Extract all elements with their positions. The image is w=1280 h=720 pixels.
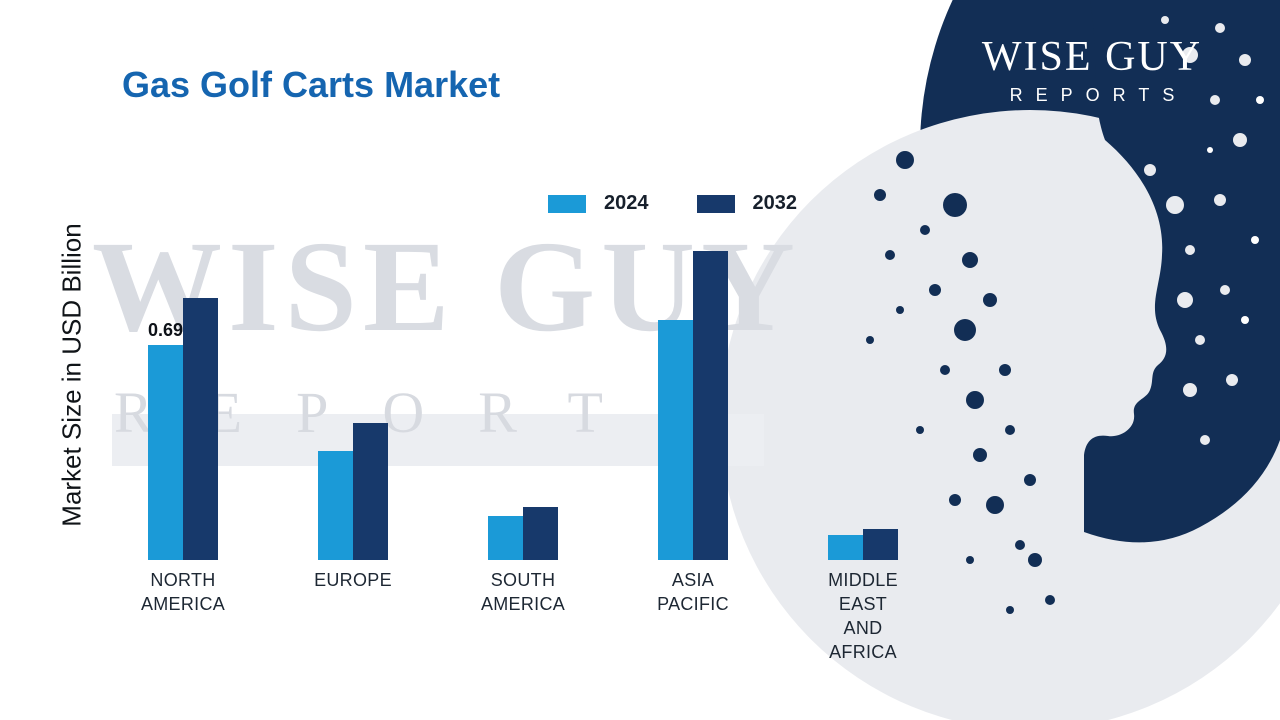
bar-2032 <box>523 507 558 560</box>
bar-2024 <box>658 320 693 560</box>
bar-value-label: 0.69 <box>147 320 184 340</box>
bars-pair: 0.69 <box>148 215 218 560</box>
bar-2024: 0.69 <box>148 320 183 560</box>
legend-label-2024: 2024 <box>604 192 649 214</box>
category-label: ASIA PACIFIC <box>657 570 729 614</box>
bar-2032 <box>353 423 388 560</box>
legend-swatch-2032 <box>696 194 735 213</box>
face-profile-silhouette <box>1084 0 1280 543</box>
legend-item-2024: 2024 <box>548 192 649 215</box>
bar-2032 <box>183 298 218 560</box>
bar-group: ASIA PACIFIC <box>608 215 778 665</box>
bar-group: SOUTH AMERICA <box>438 215 608 665</box>
bar-group: EUROPE <box>268 215 438 665</box>
bars-pair <box>828 215 898 560</box>
logo-wiseguy-text: WISE GUY <box>981 34 1203 80</box>
bars-pair <box>318 215 388 560</box>
brand-face-decoration <box>720 0 1280 720</box>
legend-label-2032: 2032 <box>752 192 798 214</box>
wiseguy-reports-logo: WISE GUY REPORTS <box>972 34 1212 106</box>
bar-2032 <box>693 251 728 560</box>
watermark-band <box>112 414 764 466</box>
category-label: EUROPE <box>314 570 392 590</box>
chart-groups: 0.69 NORTH AMERICA EUROPE SOUTH AMERICA ASIA… <box>98 215 948 665</box>
chart-legend: 2024 2032 <box>548 192 797 215</box>
category-label: NORTH AMERICA <box>140 570 226 614</box>
bar-2024 <box>318 451 353 560</box>
legend-swatch-2024 <box>548 194 586 213</box>
bars-pair <box>488 215 558 560</box>
y-axis-label: Market Size in USD Billion <box>56 223 87 527</box>
bars-pair <box>658 215 728 560</box>
page-title: Gas Golf Carts Market <box>122 64 501 106</box>
bar-2032 <box>863 529 898 560</box>
bar-2024 <box>488 516 523 560</box>
bar-2024 <box>828 535 863 560</box>
category-label: MIDDLE EAST AND AFRICA <box>828 570 898 662</box>
bar-group: 0.69 NORTH AMERICA <box>98 215 268 665</box>
category-label: SOUTH AMERICA <box>480 570 566 614</box>
logo-reports-text: REPORTS <box>1009 85 1188 106</box>
navy-dot-cluster <box>866 151 1055 614</box>
bar-group: MIDDLE EAST AND AFRICA <box>778 215 948 665</box>
legend-item-2032: 2032 <box>696 192 798 215</box>
bar-chart: 0.69 NORTH AMERICA EUROPE SOUTH AMERICA ASIA… <box>98 215 948 665</box>
white-dot-cluster <box>1207 96 1264 324</box>
light-dot-cluster <box>1144 16 1251 445</box>
